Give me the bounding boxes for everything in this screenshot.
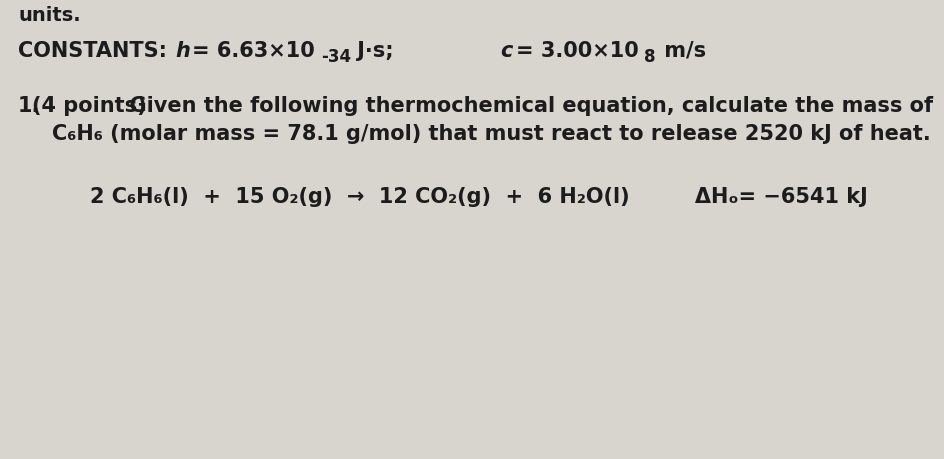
Text: c: c: [499, 41, 512, 61]
Text: -34: -34: [321, 48, 351, 66]
Text: 1.: 1.: [18, 96, 41, 116]
Text: h: h: [175, 41, 190, 61]
Text: J·s;: J·s;: [349, 41, 394, 61]
Text: units.: units.: [18, 6, 80, 25]
Text: (4 points): (4 points): [32, 96, 146, 116]
Text: Given the following thermochemical equation, calculate the mass of: Given the following thermochemical equat…: [115, 96, 932, 116]
Text: 8: 8: [643, 48, 655, 66]
Text: 2 C₆H₆(l)  +  15 O₂(g)  →  12 CO₂(g)  +  6 H₂O(l)         ΔHₒ= −6541 kJ: 2 C₆H₆(l) + 15 O₂(g) → 12 CO₂(g) + 6 H₂O…: [90, 187, 867, 207]
Text: = 6.63×10: = 6.63×10: [192, 41, 314, 61]
Text: = 3.00×10: = 3.00×10: [515, 41, 638, 61]
Text: m/s: m/s: [656, 41, 705, 61]
Text: C₆H₆ (molar mass = 78.1 g/mol) that must react to release 2520 kJ of heat.: C₆H₆ (molar mass = 78.1 g/mol) that must…: [52, 124, 930, 144]
Text: CONSTANTS:: CONSTANTS:: [18, 41, 167, 61]
